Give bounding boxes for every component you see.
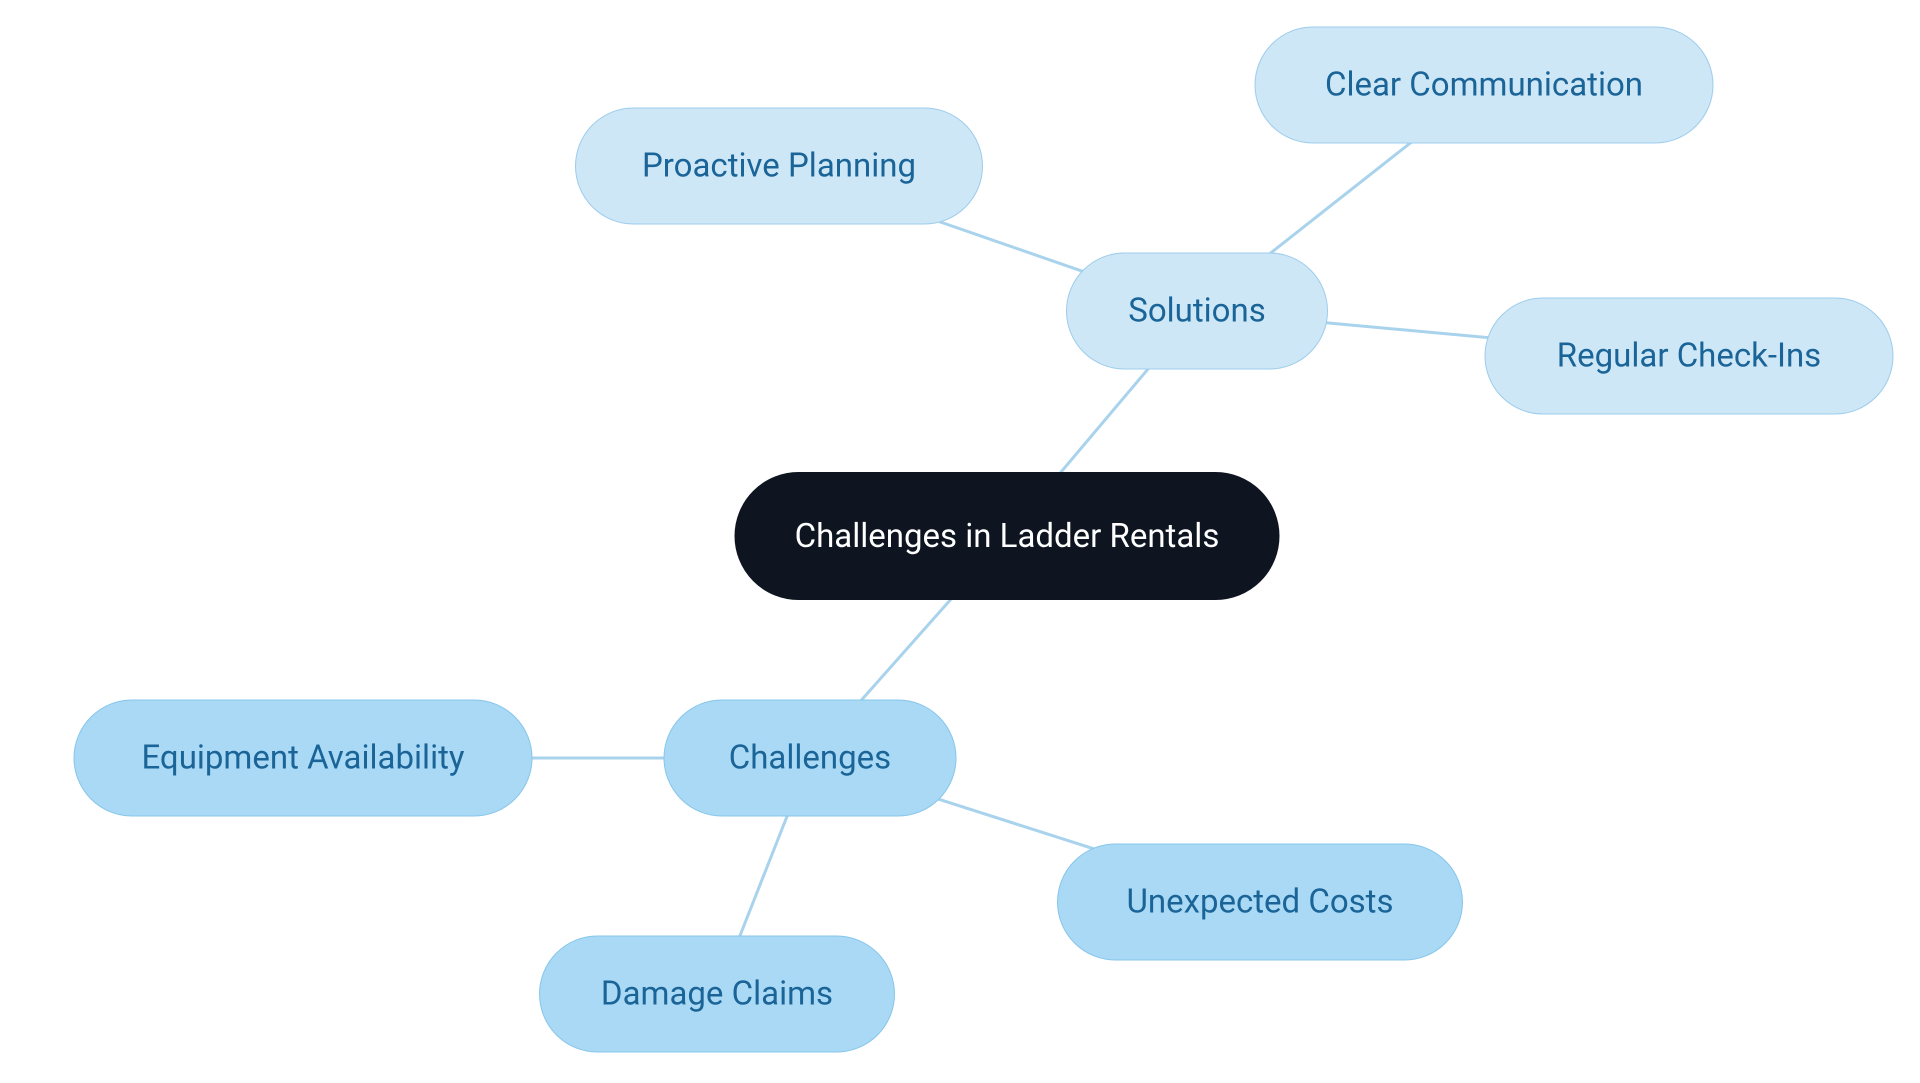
leaf-node-damage-claims: Damage Claims bbox=[539, 936, 895, 1053]
leaf-node-clear-communication: Clear Communication bbox=[1255, 27, 1714, 144]
leaf-node-proactive-planning-label: Proactive Planning bbox=[642, 147, 916, 186]
leaf-node-regular-check-ins-label: Regular Check-Ins bbox=[1557, 337, 1821, 376]
center-node-label: Challenges in Ladder Rentals bbox=[795, 517, 1220, 556]
branch-node-challenges: Challenges bbox=[664, 700, 957, 817]
branch-node-solutions: Solutions bbox=[1066, 253, 1328, 370]
branch-node-solutions-label: Solutions bbox=[1128, 292, 1266, 331]
leaf-node-proactive-planning: Proactive Planning bbox=[575, 108, 983, 225]
leaf-node-damage-claims-label: Damage Claims bbox=[601, 975, 833, 1014]
branch-node-challenges-label: Challenges bbox=[729, 739, 891, 778]
leaf-node-clear-communication-label: Clear Communication bbox=[1325, 66, 1643, 105]
mindmap-canvas: Challenges in Ladder Rentals Solutions Cha… bbox=[0, 0, 1920, 1083]
leaf-node-regular-check-ins: Regular Check-Ins bbox=[1485, 298, 1894, 415]
leaf-node-unexpected-costs-label: Unexpected Costs bbox=[1126, 883, 1393, 922]
leaf-node-equipment-availability-label: Equipment Availability bbox=[141, 739, 464, 778]
leaf-node-unexpected-costs: Unexpected Costs bbox=[1057, 844, 1463, 961]
center-node: Challenges in Ladder Rentals bbox=[735, 472, 1280, 600]
leaf-node-equipment-availability: Equipment Availability bbox=[74, 700, 533, 817]
